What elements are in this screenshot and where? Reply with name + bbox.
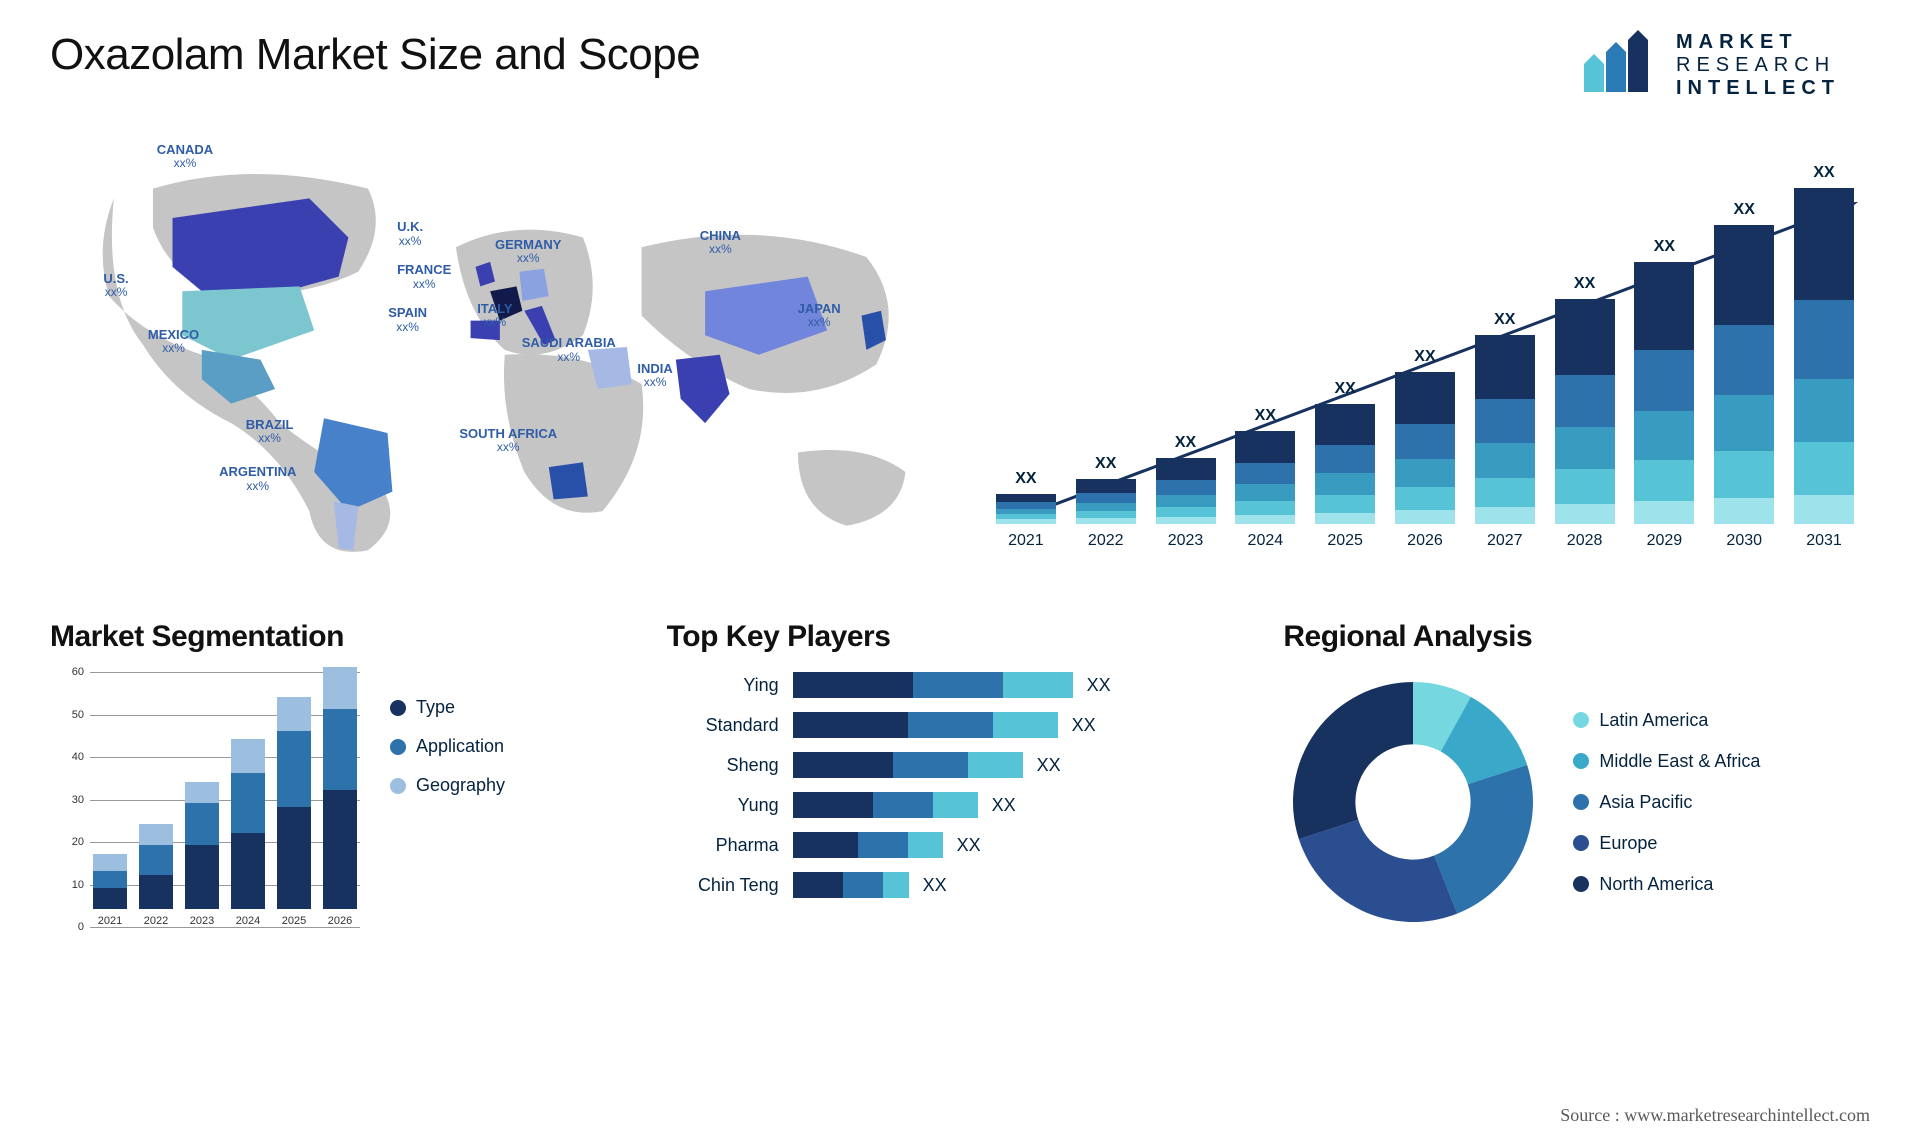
map-label: CHINAxx%	[700, 229, 741, 256]
key-player-row: StandardXX	[667, 712, 1234, 738]
growth-bar: XX2022	[1076, 455, 1136, 550]
map-label: SOUTH AFRICAxx%	[459, 427, 557, 454]
map-label: INDIAxx%	[637, 362, 672, 389]
key-players-title: Top Key Players	[667, 620, 1254, 654]
map-label: SPAINxx%	[388, 306, 427, 333]
segmentation-bar: 2022	[139, 824, 173, 927]
legend-item: Asia Pacific	[1573, 792, 1760, 813]
page-title: Oxazolam Market Size and Scope	[50, 30, 700, 80]
key-player-row: YingXX	[667, 672, 1234, 698]
segmentation-title: Market Segmentation	[50, 620, 637, 654]
growth-bar: XX2028	[1555, 275, 1615, 550]
logo-line1: MARKET	[1676, 31, 1840, 54]
map-label: BRAZILxx%	[246, 418, 294, 445]
map-label: GERMANYxx%	[495, 238, 561, 265]
segmentation-bar: 2026	[323, 667, 357, 927]
growth-bar: XX2025	[1315, 380, 1375, 550]
map-label: JAPANxx%	[798, 302, 841, 329]
map-label: ITALYxx%	[477, 302, 512, 329]
regional-legend: Latin America Middle East & Africa Asia Pa…	[1573, 710, 1760, 895]
legend-item: Geography	[390, 775, 505, 796]
key-players-chart: YingXX StandardXX ShengXX YungXX PharmaXX Chi…	[667, 672, 1254, 898]
regional-panel: Regional Analysis Latin America Middle Ea…	[1283, 620, 1870, 952]
segmentation-bar: 2025	[277, 697, 311, 928]
growth-bar: XX2024	[1235, 407, 1295, 550]
source-attribution: Source : www.marketresearchintellect.com	[1560, 1105, 1870, 1126]
legend-item: Application	[390, 736, 505, 757]
growth-bar: XX2031	[1794, 164, 1854, 550]
map-label: FRANCExx%	[397, 263, 451, 290]
logo: MARKET RESEARCH INTELLECT	[1574, 30, 1840, 100]
segmentation-chart: 0102030405060 202120222023202420252026	[50, 672, 360, 952]
growth-bar: XX2023	[1156, 434, 1216, 550]
logo-line2: RESEARCH	[1676, 54, 1840, 77]
legend-item: Middle East & Africa	[1573, 751, 1760, 772]
map-label: SAUDI ARABIAxx%	[522, 336, 616, 363]
regional-title: Regional Analysis	[1283, 620, 1870, 654]
logo-line3: INTELLECT	[1676, 77, 1840, 100]
logo-icon	[1574, 30, 1664, 100]
map-label: ARGENTINAxx%	[219, 465, 296, 492]
map-label: U.S.xx%	[103, 272, 128, 299]
regional-donut	[1283, 672, 1543, 932]
segmentation-panel: Market Segmentation 0102030405060 202120…	[50, 620, 637, 952]
key-player-row: PharmaXX	[667, 832, 1234, 858]
key-player-row: Chin TengXX	[667, 872, 1234, 898]
legend-item: Europe	[1573, 833, 1760, 854]
legend-item: North America	[1573, 874, 1760, 895]
growth-bar: XX2030	[1714, 201, 1774, 550]
map-label: U.K.xx%	[397, 220, 423, 247]
growth-bar: XX2029	[1634, 238, 1694, 550]
growth-chart: XX2021 XX2022 XX2023 XX2024 XX2025 XX2026 XX20…	[980, 130, 1870, 560]
key-player-row: ShengXX	[667, 752, 1234, 778]
growth-bar: XX2027	[1475, 311, 1535, 550]
legend-item: Type	[390, 697, 505, 718]
growth-bar: XX2021	[996, 470, 1056, 550]
map-label: MEXICOxx%	[148, 328, 199, 355]
world-map: CANADAxx% U.S.xx% MEXICOxx% BRAZILxx% ARGENT…	[50, 130, 940, 560]
legend-item: Latin America	[1573, 710, 1760, 731]
segmentation-legend: Type Application Geography	[390, 697, 505, 952]
key-players-panel: Top Key Players YingXXStandardXXShengXXY…	[667, 620, 1254, 952]
segmentation-bar: 2023	[185, 782, 219, 928]
map-label: CANADAxx%	[157, 143, 213, 170]
key-player-row: YungXX	[667, 792, 1234, 818]
growth-bar: XX2026	[1395, 348, 1455, 550]
segmentation-bar: 2024	[231, 739, 265, 927]
segmentation-bar: 2021	[93, 854, 127, 927]
